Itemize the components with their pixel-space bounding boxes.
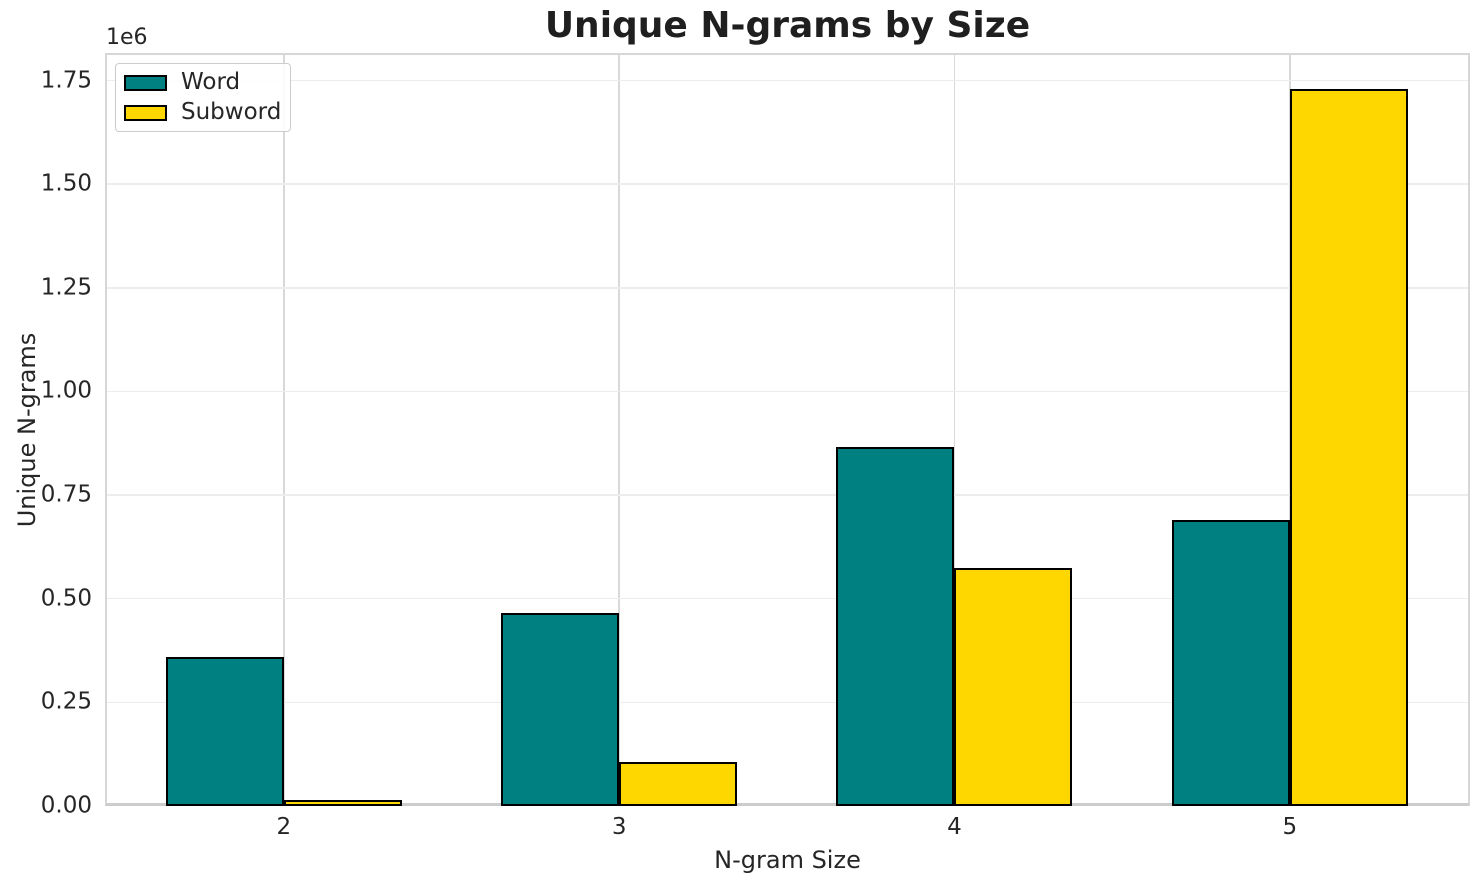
x-tick-label-5: 5	[1282, 814, 1298, 840]
chart-title: Unique N-grams by Size	[544, 5, 1031, 46]
vertical-gridline-3	[618, 53, 620, 806]
y-tick-label-0.75: 0.75	[40, 481, 92, 508]
bar-word-ngram-5	[1171, 519, 1290, 806]
legend-label-subword: Subword	[181, 99, 282, 125]
x-tick-label-2: 2	[276, 814, 292, 840]
vertical-gridline-2	[283, 53, 285, 806]
horizontal-gridline-0.25	[105, 701, 1470, 704]
bar-subword-ngram-2	[283, 799, 402, 806]
vertical-gridline-4	[953, 53, 956, 806]
y-axis-label: Unique N-grams	[13, 332, 41, 528]
bar-word-ngram-4	[836, 447, 955, 806]
bar-word-ngram-3	[501, 613, 620, 806]
y-tick-label-1.25: 1.25	[40, 274, 92, 301]
horizontal-gridline-0.75	[105, 494, 1470, 496]
y-tick-label-1.50: 1.50	[40, 170, 92, 197]
x-tick-label-4: 4	[947, 814, 962, 840]
bar-word-ngram-2	[165, 656, 284, 806]
horizontal-gridline-1.00	[105, 390, 1470, 393]
y-tick-label-0.25: 0.25	[40, 688, 92, 715]
x-axis-label: N-gram Size	[714, 846, 861, 874]
bar-subword-ngram-4	[954, 567, 1073, 806]
legend-item-subword: Subword	[124, 101, 281, 124]
legend-label-word: Word	[181, 69, 241, 95]
legend-item-word: Word	[124, 71, 281, 94]
legend-swatch-word-icon	[124, 74, 167, 91]
horizontal-gridline-1.25	[105, 287, 1470, 289]
bar-subword-ngram-5	[1289, 88, 1408, 806]
y-axis-offset-text: 1e6	[106, 25, 148, 50]
x-tick-label-3: 3	[611, 814, 627, 840]
horizontal-gridline-1.75	[105, 79, 1470, 82]
horizontal-gridline-0.50	[105, 597, 1470, 600]
horizontal-gridline-1.50	[105, 183, 1470, 185]
y-tick-label-1.00: 1.00	[40, 377, 92, 404]
legend: Word Subword	[115, 63, 292, 132]
bar-subword-ngram-3	[619, 761, 738, 806]
y-tick-label-0.50: 0.50	[40, 585, 92, 612]
y-tick-label-0.00: 0.00	[40, 792, 92, 819]
y-tick-label-1.75: 1.75	[40, 67, 92, 94]
legend-swatch-subword-icon	[124, 104, 167, 121]
plot-area: Word Subword	[105, 53, 1470, 806]
